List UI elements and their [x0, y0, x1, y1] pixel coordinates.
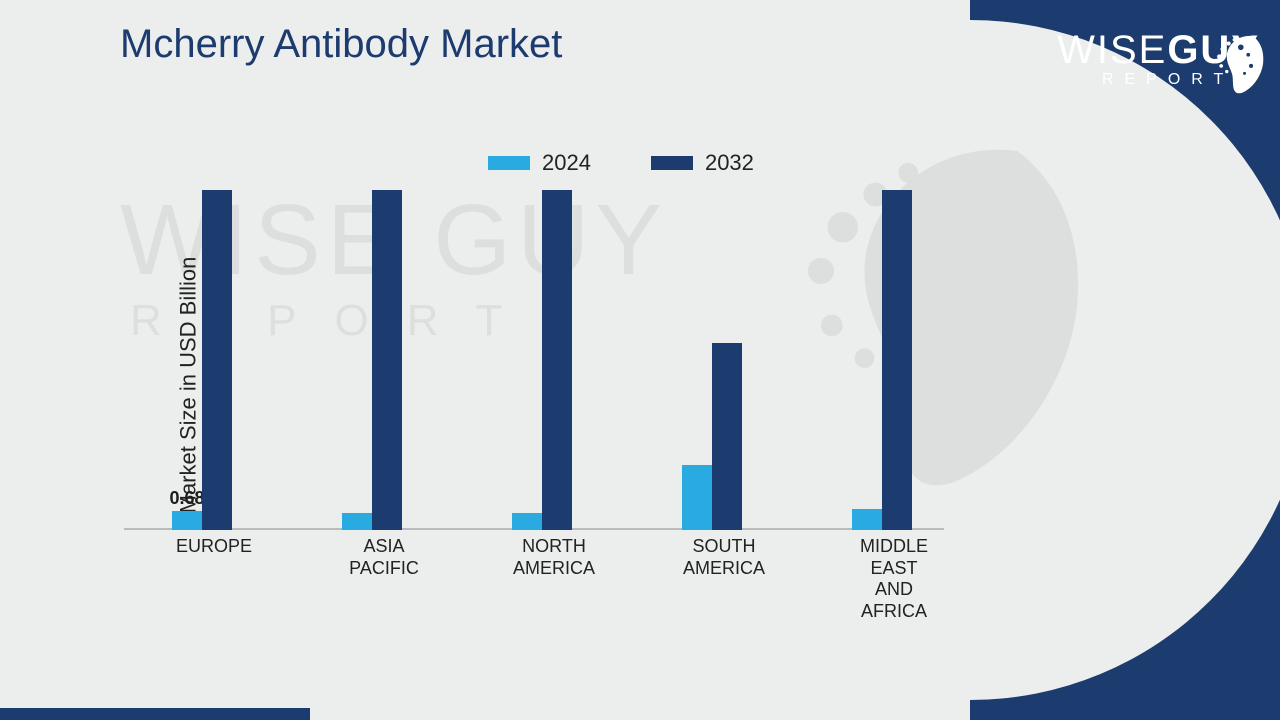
- bar-2032: [202, 190, 232, 530]
- category-label: ASIAPACIFIC: [314, 530, 454, 579]
- bar-2032: [712, 343, 742, 530]
- legend-swatch-2032: [651, 156, 693, 170]
- bar-2024: [682, 465, 712, 530]
- stage: WISEGUY REPORTS Mcherry Antibody Market …: [0, 0, 1280, 720]
- bar-2024: 0.68: [172, 511, 202, 530]
- logo-head-icon: [1210, 34, 1266, 96]
- category-label: MIDDLEEASTANDAFRICA: [824, 530, 964, 622]
- bar-2032: [542, 190, 572, 530]
- bar-2024: [852, 509, 882, 530]
- bar-value-label: 0.68: [169, 488, 204, 511]
- legend-swatch-2024: [488, 156, 530, 170]
- category-label: NORTHAMERICA: [484, 530, 624, 579]
- logo-wise: WISE: [1057, 28, 1167, 72]
- chart-area: Market Size in USD Billion 2024 2032 0.6…: [68, 150, 958, 620]
- right-brand-panel: [970, 0, 1280, 720]
- bar-2024: [342, 513, 372, 530]
- category-label: SOUTHAMERICA: [654, 530, 794, 579]
- bottom-accent-bar: [0, 708, 310, 720]
- legend-item-2024: 2024: [488, 150, 591, 176]
- brand-logo: WISEGUY REPORTS: [988, 28, 1260, 89]
- chart-title: Mcherry Antibody Market: [120, 22, 562, 67]
- legend-item-2032: 2032: [651, 150, 754, 176]
- bar-2032: [372, 190, 402, 530]
- legend-label-2024: 2024: [542, 150, 591, 176]
- bar-2032: [882, 190, 912, 530]
- bar-2024: [512, 513, 542, 530]
- plot-region: 0.68EUROPEASIAPACIFICNORTHAMERICASOUTHAM…: [124, 190, 944, 530]
- legend-label-2032: 2032: [705, 150, 754, 176]
- legend: 2024 2032: [488, 150, 754, 176]
- category-label: EUROPE: [144, 530, 284, 558]
